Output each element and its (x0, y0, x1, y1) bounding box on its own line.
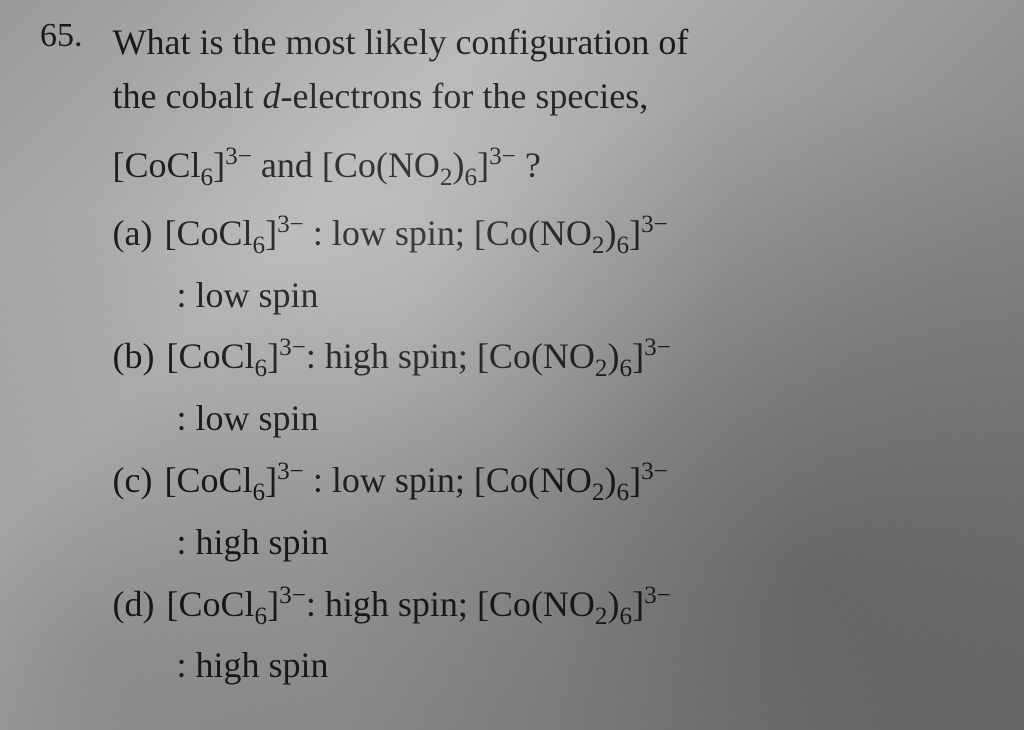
question-line1: What is the most likely configuration of (113, 22, 689, 62)
question-body: What is the most likely configuration of… (113, 15, 985, 700)
opt-a-f2-open: [Co(NO (474, 213, 592, 253)
formula-cono2-mid: ) (452, 145, 464, 185)
opt-d-f1-sup: 3− (279, 582, 306, 609)
question-line2-post: -electrons for the species, (280, 76, 648, 116)
opt-b-f1-open: [CoCl (166, 336, 254, 376)
opt-c-f1-sub: 6 (252, 479, 265, 506)
formula-cocl6-open: [CoCl (113, 145, 201, 185)
opt-d-f2-close: ] (632, 584, 644, 624)
opt-a-f2-sup: 3− (641, 211, 668, 238)
opt-a-f2-sub2: 6 (616, 232, 629, 259)
option-c-continuation: : high spin (113, 515, 985, 571)
opt-a-f1-sub: 6 (252, 232, 265, 259)
opt-b-f1-sup: 3− (279, 334, 306, 361)
option-a-continuation: : low spin (113, 268, 985, 324)
option-c: (c) [CoCl6]3− : low spin; [Co(NO2)6]3− (113, 453, 985, 509)
formula-cono2-sup: 3− (489, 143, 516, 170)
option-b-continuation: : low spin (113, 391, 985, 447)
option-b: (b) [CoCl6]3−: high spin; [Co(NO2)6]3− (113, 329, 985, 385)
opt-c-f1-close: ] (265, 460, 277, 500)
formula-cocl6-sup: 3− (225, 143, 252, 170)
opt-d-f2-open: [Co(NO (477, 584, 595, 624)
option-d-continuation: : high spin (113, 638, 985, 694)
option-d-text: [CoCl6]3−: high spin; [Co(NO2)6]3− (166, 577, 984, 633)
opt-d-f2-sup: 3− (644, 582, 671, 609)
opt-a-f1-open: [CoCl (164, 213, 252, 253)
opt-a-f1-sup: 3− (277, 211, 304, 238)
opt-d-f2-sub1: 2 (595, 603, 608, 630)
question-line2-pre: the cobalt (113, 76, 263, 116)
opt-c-f1-open: [CoCl (164, 460, 252, 500)
opt-c-f2-close: ] (629, 460, 641, 500)
question-number: 65. (40, 15, 83, 55)
opt-a-f1-close: ] (265, 213, 277, 253)
option-c-text: [CoCl6]3− : low spin; [Co(NO2)6]3− (164, 453, 984, 509)
opt-a-f2-sub1: 2 (592, 232, 605, 259)
opt-d-f1-open: [CoCl (166, 584, 254, 624)
opt-b-f1-close: ] (267, 336, 279, 376)
opt-c-f1-sup: 3− (277, 458, 304, 485)
opt-b-f2-sup: 3− (644, 334, 671, 361)
opt-c-f2-open: [Co(NO (474, 460, 592, 500)
opt-b-desc: : high spin; (306, 336, 477, 376)
opt-b-f2-sub1: 2 (595, 356, 608, 383)
opt-c-f2-sup: 3− (641, 458, 668, 485)
opt-c-desc: : low spin; (304, 460, 474, 500)
option-b-text: [CoCl6]3−: high spin; [Co(NO2)6]3− (166, 329, 984, 385)
question-stem: What is the most likely configuration of… (113, 15, 985, 123)
option-a: (a) [CoCl6]3− : low spin; [Co(NO2)6]3− (113, 206, 985, 262)
opt-d-f1-sub: 6 (255, 603, 268, 630)
formula-cono2-sub1: 2 (440, 164, 453, 191)
opt-a-f2-close: ] (629, 213, 641, 253)
opt-d-f2-mid: ) (608, 584, 620, 624)
opt-b-f2-mid: ) (608, 336, 620, 376)
opt-b-f1-sub: 6 (255, 356, 268, 383)
option-a-label: (a) (113, 206, 153, 262)
formula-cono2-close: ] (477, 145, 489, 185)
opt-d-f2-sub2: 6 (620, 603, 633, 630)
formula-cono2-open: [Co(NO (322, 145, 440, 185)
options-list: (a) [CoCl6]3− : low spin; [Co(NO2)6]3− :… (113, 206, 985, 694)
and-text: and (252, 145, 322, 185)
opt-c-f2-mid: ) (604, 460, 616, 500)
opt-b-f2-sub2: 6 (620, 356, 633, 383)
opt-c-f2-sub2: 6 (616, 479, 629, 506)
question-container: 65. What is the most likely configuratio… (40, 15, 984, 700)
option-c-label: (c) (113, 453, 153, 509)
option-d-label: (d) (113, 577, 155, 633)
question-mark: ? (516, 145, 541, 185)
option-d: (d) [CoCl6]3−: high spin; [Co(NO2)6]3− (113, 577, 985, 633)
option-a-text: [CoCl6]3− : low spin; [Co(NO2)6]3− (164, 206, 984, 262)
opt-b-f2-open: [Co(NO (477, 336, 595, 376)
opt-c-f2-sub1: 2 (592, 479, 605, 506)
question-formulas: [CoCl6]3− and [Co(NO2)6]3− ? (113, 138, 985, 194)
opt-d-f1-close: ] (267, 584, 279, 624)
formula-cocl6-close: ] (213, 145, 225, 185)
formula-cono2-sub2: 6 (464, 164, 477, 191)
option-b-label: (b) (113, 329, 155, 385)
opt-b-f2-close: ] (632, 336, 644, 376)
opt-a-f2-mid: ) (604, 213, 616, 253)
opt-a-desc: : low spin; (304, 213, 474, 253)
question-d-var: d (262, 76, 280, 116)
opt-d-desc: : high spin; (306, 584, 477, 624)
formula-cocl6-sub: 6 (201, 164, 214, 191)
